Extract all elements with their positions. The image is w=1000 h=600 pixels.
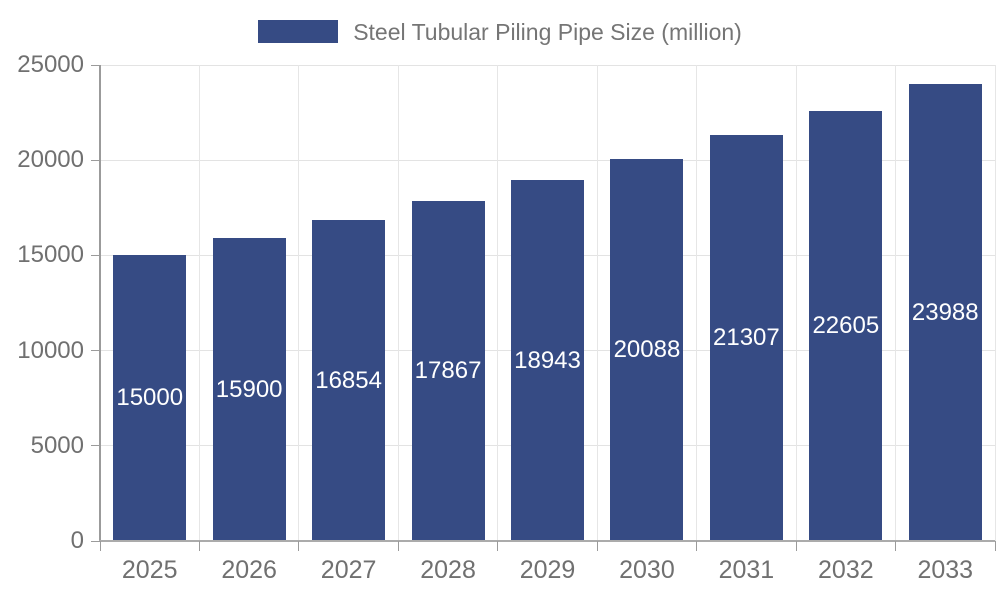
v-gridline — [994, 65, 996, 541]
bar[interactable]: 16854 — [312, 220, 386, 541]
bar-value-label: 22605 — [812, 311, 880, 339]
v-gridline — [397, 65, 399, 541]
v-gridline — [198, 65, 200, 541]
v-gridline — [497, 65, 499, 541]
y-tick-mark — [91, 254, 100, 256]
bar[interactable]: 17867 — [411, 200, 485, 541]
bar[interactable]: 23988 — [908, 84, 982, 541]
x-tick-label: 2026 — [221, 556, 277, 584]
y-tick-label: 10000 — [17, 336, 84, 364]
x-tick-mark — [298, 541, 300, 551]
bar-value-label: 17867 — [414, 356, 482, 384]
legend[interactable]: Steel Tubular Piling Pipe Size (million) — [0, 19, 1000, 44]
x-tick-label: 2028 — [420, 556, 476, 584]
y-tick-mark — [91, 445, 100, 447]
bar-value-label: 15000 — [116, 384, 184, 412]
y-tick-label: 5000 — [30, 431, 84, 459]
v-gridline — [795, 65, 797, 541]
bar-value-label: 18943 — [514, 346, 581, 374]
plot-area: 0 5000 10000 15000 20000 25000 15000 2025 15900 2… — [17, 53, 996, 583]
x-tick-mark — [497, 541, 499, 551]
x-tick-mark — [596, 541, 598, 551]
y-tick-label: 0 — [70, 527, 84, 554]
bar-value-label: 16854 — [315, 366, 382, 394]
x-tick-label: 2025 — [121, 556, 178, 584]
v-gridline — [895, 65, 897, 541]
v-gridline — [696, 65, 698, 541]
bar-value-label: 20088 — [613, 335, 681, 363]
h-gridline — [100, 159, 995, 161]
x-tick-mark — [99, 541, 101, 551]
legend-swatch — [258, 20, 339, 43]
bar[interactable]: 21307 — [709, 135, 783, 541]
bar-value-label: 23988 — [911, 298, 979, 326]
y-tick-mark — [91, 540, 100, 542]
legend-label: Steel Tubular Piling Pipe Size (million) — [353, 19, 742, 45]
bar[interactable]: 15900 — [212, 238, 286, 541]
bar-value-label: 15900 — [215, 375, 283, 403]
x-tick-label: 2033 — [917, 556, 974, 584]
v-gridline — [596, 65, 598, 541]
x-tick-label: 2032 — [818, 556, 874, 584]
bar[interactable]: 18943 — [511, 180, 584, 541]
y-axis-line — [99, 65, 101, 541]
y-tick-label: 15000 — [17, 241, 84, 269]
bar-value-label: 21307 — [713, 324, 780, 352]
v-gridline — [298, 65, 300, 541]
x-tick-mark — [895, 541, 897, 551]
bar[interactable]: 22605 — [809, 110, 883, 541]
y-tick-mark — [91, 159, 100, 161]
x-tick-mark — [397, 541, 399, 551]
y-tick-label: 20000 — [17, 146, 84, 174]
bar[interactable]: 15000 — [113, 255, 187, 541]
h-gridline — [100, 64, 995, 66]
x-tick-mark — [198, 541, 200, 551]
x-tick-mark — [994, 541, 996, 551]
y-tick-label: 25000 — [17, 51, 84, 78]
x-tick-label: 2029 — [519, 556, 576, 584]
x-tick-mark — [696, 541, 698, 551]
x-tick-label: 2030 — [619, 556, 675, 584]
bar[interactable]: 20088 — [610, 158, 684, 541]
x-tick-label: 2027 — [320, 556, 377, 584]
x-axis-line — [99, 540, 995, 542]
x-tick-mark — [795, 541, 797, 551]
y-tick-mark — [91, 350, 100, 352]
y-tick-mark — [91, 64, 100, 66]
x-tick-label: 2031 — [718, 556, 775, 584]
